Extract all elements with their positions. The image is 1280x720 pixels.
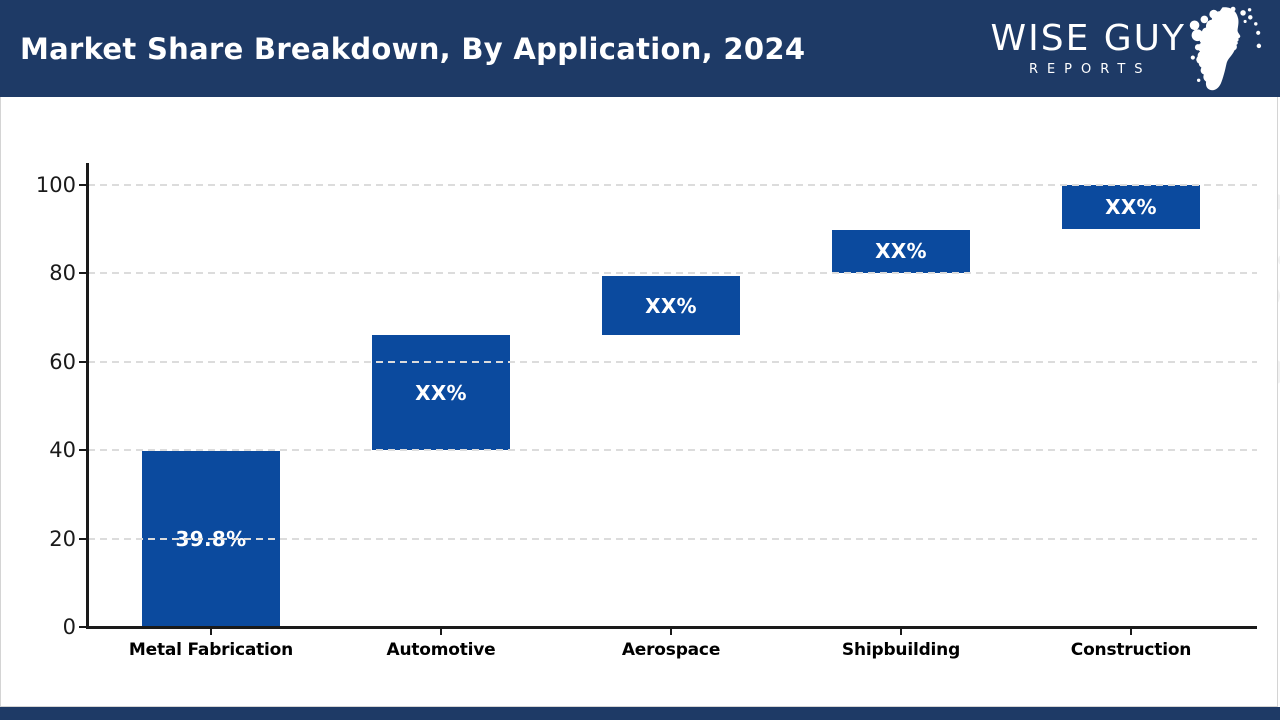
x-tick-shipbuilding [900, 628, 902, 635]
y-tick-100 [79, 183, 86, 186]
logo-head-icon [1189, 6, 1262, 91]
x-axis-line [86, 626, 1257, 629]
bar-value-label: XX% [1105, 194, 1157, 219]
logo-subtext: REPORTS [1028, 62, 1152, 77]
gridline-20 [88, 537, 1257, 540]
bar-aerospace: XX% [602, 276, 740, 335]
x-tick-aerospace [670, 628, 672, 635]
gridline-40 [88, 449, 1257, 452]
x-tick-construction [1130, 628, 1132, 635]
wiseguy-logo: WISE GUY REPORTS [991, 6, 1269, 92]
bar-automotive: XX% [372, 335, 510, 451]
bar-value-label: XX% [415, 380, 467, 405]
y-tick-label-60: 60 [49, 349, 76, 374]
y-tick-label-20: 20 [49, 526, 76, 551]
x-label-shipbuilding: Shipbuilding [841, 640, 961, 660]
y-tick-label-40: 40 [49, 438, 76, 463]
bar-construction: XX% [1062, 185, 1200, 229]
y-tick-20 [79, 537, 86, 540]
bar-value-label: XX% [875, 239, 927, 264]
header: Market Share Breakdown, By Application, … [0, 0, 1280, 97]
gridline-60 [88, 360, 1257, 363]
y-tick-label-100: 100 [35, 172, 76, 197]
y-tick-label-0: 0 [62, 615, 76, 639]
footer-bar [0, 707, 1280, 720]
x-tick-automotive [440, 628, 442, 635]
gridline-100 [88, 183, 1257, 186]
y-tick-80 [79, 272, 86, 275]
bar-value-label: XX% [645, 293, 697, 318]
bar-shipbuilding: XX% [832, 229, 970, 274]
x-label-aerospace: Aerospace [621, 640, 721, 660]
y-axis-line [86, 163, 89, 629]
y-tick-label-80: 80 [49, 261, 76, 286]
x-label-metal-fabrication: Metal Fabrication [128, 640, 294, 660]
gridline-80 [88, 272, 1257, 275]
y-tick-0 [79, 626, 86, 628]
x-tick-metal-fabrication [210, 628, 212, 635]
chart-title: Market Share Breakdown, By Application, … [20, 31, 806, 66]
y-tick-60 [79, 360, 86, 363]
x-label-construction: Construction [1070, 640, 1192, 660]
logo-wordmark: WISE GUY [990, 18, 1186, 59]
logo-text: WISE GUY REPORTS [990, 18, 1187, 78]
x-label-automotive: Automotive [386, 640, 496, 660]
y-tick-40 [79, 449, 86, 452]
